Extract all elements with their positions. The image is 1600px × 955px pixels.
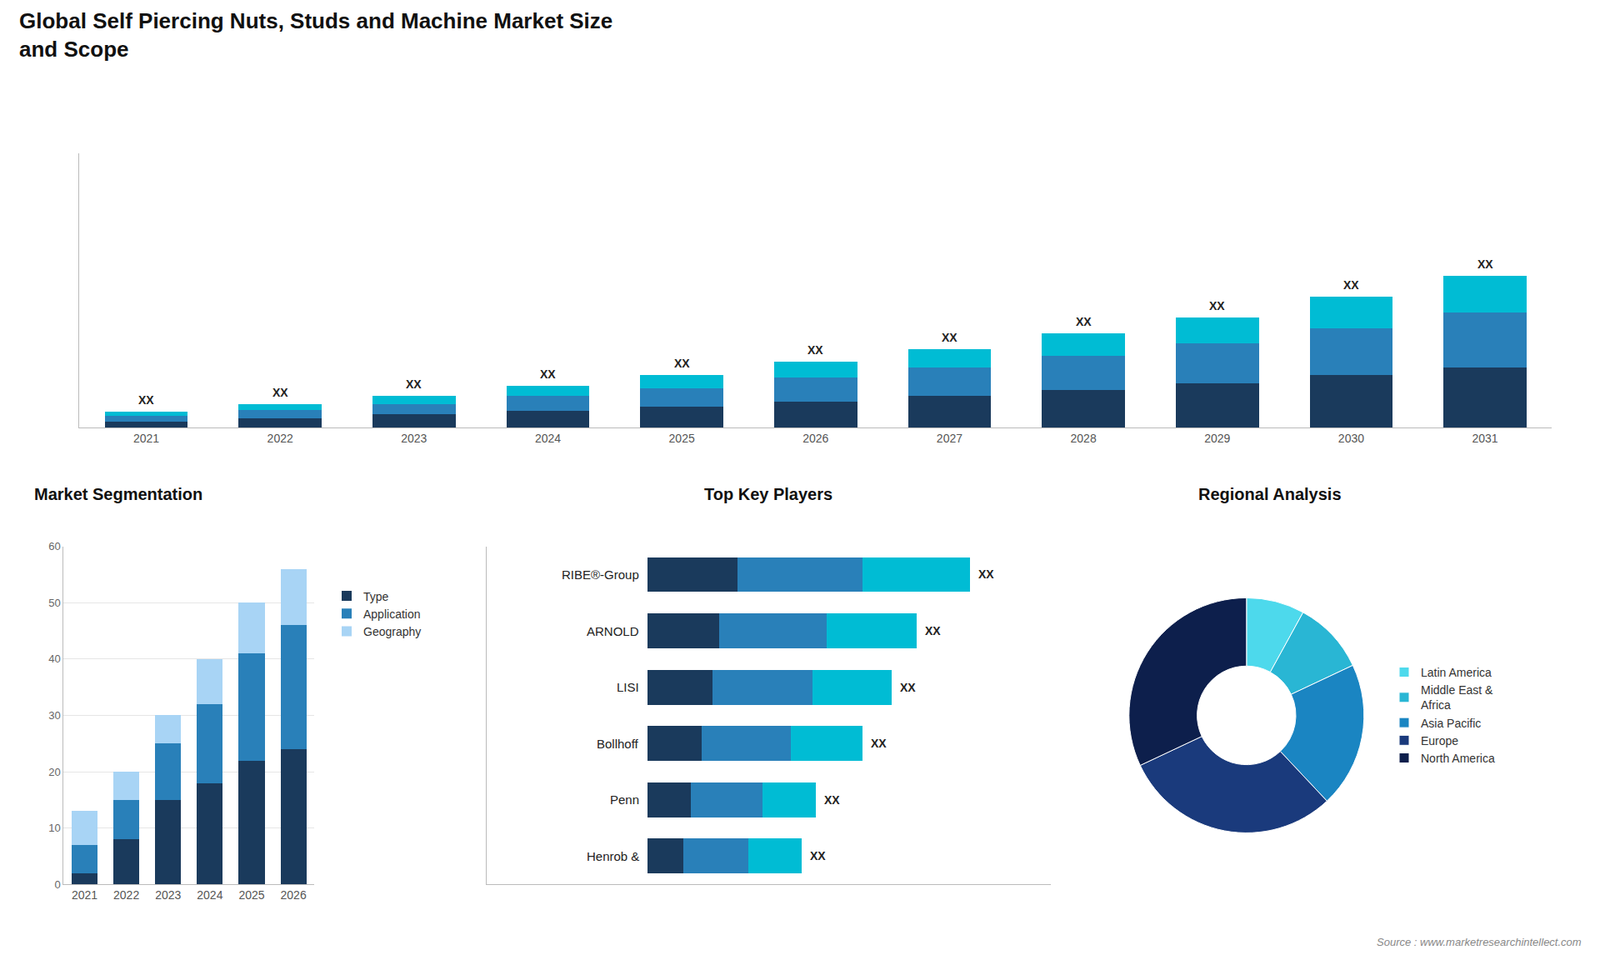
svg-text:0: 0 (55, 878, 61, 891)
svg-text:XX: XX (272, 385, 289, 400)
svg-text:XX: XX (807, 343, 824, 357)
svg-text:2031: 2031 (1471, 431, 1498, 445)
svg-text:2025: 2025 (238, 888, 265, 902)
svg-text:XX: XX (900, 680, 916, 695)
svg-text:Asia Pacific: Asia Pacific (1420, 716, 1481, 730)
svg-text:XX: XX (138, 393, 155, 407)
svg-text:Europe: Europe (1420, 734, 1459, 748)
svg-text:2021: 2021 (71, 888, 98, 902)
svg-text:2029: 2029 (1204, 431, 1230, 445)
svg-text:Global Self Piercing Nuts, Stu: Global Self Piercing Nuts, Studs and Mac… (19, 8, 613, 62)
svg-text:Geography: Geography (363, 625, 421, 639)
svg-text:Source : www.marketresearchint: Source : www.marketresearchintellect.com (1376, 935, 1582, 949)
svg-text:XX: XX (540, 367, 556, 381)
svg-text:2023: 2023 (155, 888, 181, 902)
svg-text:XX: XX (1477, 257, 1494, 271)
svg-text:Type: Type (363, 590, 390, 604)
svg-text:2025: 2025 (669, 431, 695, 445)
svg-text:2027: 2027 (936, 431, 963, 445)
svg-text:10: 10 (48, 821, 60, 835)
svg-text:XX: XX (1209, 299, 1225, 313)
svg-text:2023: 2023 (400, 431, 427, 445)
svg-text:Middle East &Africa: Middle East &Africa (1420, 683, 1494, 712)
svg-text:Latin America: Latin America (1420, 665, 1492, 680)
svg-text:2026: 2026 (802, 431, 829, 445)
svg-text:2022: 2022 (267, 431, 294, 445)
svg-text:2022: 2022 (113, 888, 140, 902)
svg-text:20: 20 (48, 765, 60, 779)
svg-text:40: 40 (48, 652, 60, 665)
svg-text:RIBE®-Group: RIBE®-Group (561, 567, 640, 582)
svg-text:Application: Application (363, 607, 421, 621)
svg-text:ARNOLD: ARNOLD (586, 624, 640, 639)
svg-text:XX: XX (405, 377, 422, 391)
svg-text:XX: XX (925, 624, 941, 638)
svg-text:XX: XX (941, 330, 958, 345)
svg-text:Market Segmentation: Market Segmentation (34, 485, 203, 504)
svg-text:XX: XX (870, 736, 887, 750)
svg-text:2021: 2021 (133, 431, 160, 445)
svg-text:Henrob &: Henrob & (586, 849, 640, 864)
svg-text:2028: 2028 (1070, 431, 1097, 445)
svg-text:North America: North America (1420, 751, 1495, 765)
svg-text:XX: XX (810, 849, 826, 863)
svg-text:Top Key Players: Top Key Players (704, 485, 833, 504)
svg-text:30: 30 (48, 709, 60, 722)
svg-text:2024: 2024 (196, 888, 223, 902)
svg-text:XX: XX (978, 567, 995, 581)
svg-text:2024: 2024 (535, 431, 561, 445)
svg-text:XX: XX (824, 793, 840, 807)
svg-text:Regional Analysis: Regional Analysis (1198, 485, 1342, 504)
svg-text:60: 60 (48, 540, 60, 553)
svg-text:LISI: LISI (616, 680, 640, 695)
svg-text:XX: XX (674, 356, 690, 370)
svg-text:Bollhoff: Bollhoff (596, 736, 640, 751)
svg-text:50: 50 (48, 596, 60, 610)
svg-text:2030: 2030 (1338, 431, 1365, 445)
svg-text:Penn: Penn (610, 792, 640, 807)
svg-text:XX: XX (1075, 315, 1092, 329)
svg-text:XX: XX (1343, 278, 1360, 292)
svg-text:2026: 2026 (280, 888, 307, 902)
